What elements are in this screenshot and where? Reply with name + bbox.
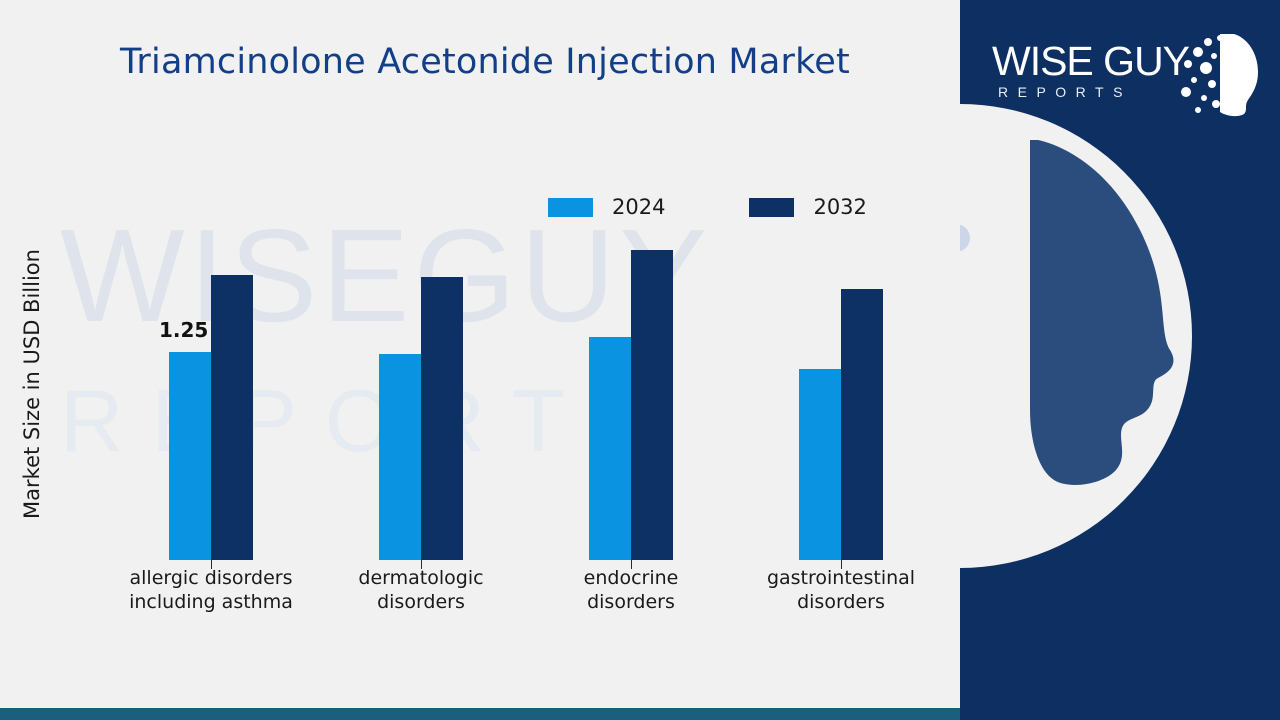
legend-swatch-2024 [548,197,593,217]
bar-2024-0[interactable] [169,352,211,560]
bar-2024-3[interactable] [799,368,841,560]
legend-item-2032[interactable]: 2032 [749,195,867,219]
logo-head-icon [1181,34,1258,117]
logo-tagline: REPORTS [998,84,1132,100]
bar-chart: Market Size in USD Billion 2024 2032 all… [20,194,916,613]
x-axis-tick-0 [211,560,212,569]
bar-2032-2[interactable] [631,250,673,560]
x-axis-label-2: endocrine disorders [583,567,679,613]
legend-label-2024: 2024 [612,195,666,219]
bar-2024-2[interactable] [589,337,631,560]
page-title: Triamcinolone Acetonide Injection Market [120,42,850,82]
legend-label-2032: 2032 [813,195,867,219]
x-axis-tick-1 [421,560,422,569]
bar-2032-0[interactable] [211,275,253,560]
x-axis-tick-2 [631,560,632,569]
footer-accent-bar [0,708,960,720]
brand-panel [960,0,1280,720]
bar-2032-3[interactable] [841,288,883,560]
x-axis-label-0: allergic disorders including asthma [129,567,293,613]
bar-2032-1[interactable] [421,277,463,560]
logo-wordmark: WISE GUY [992,38,1190,84]
y-axis-label: Market Size in USD Billion [20,249,44,519]
bar-value-label-0: 1.25 [159,318,209,342]
bar-2024-1[interactable] [379,353,421,560]
legend-swatch-2032 [749,197,795,217]
x-axis-label-1: dermatologic disorders [358,567,484,613]
legend-item-2024[interactable]: 2024 [548,195,665,219]
x-axis-tick-3 [841,560,842,569]
x-axis-label-3: gastrointestinal disorders [766,567,916,613]
chart-legend: 2024 2032 [548,194,867,220]
head-profile-silhouette-icon [1030,140,1174,485]
molecular-dots-pattern [960,224,970,252]
brand-logo: WISE GUY REPORTS [970,30,1270,120]
